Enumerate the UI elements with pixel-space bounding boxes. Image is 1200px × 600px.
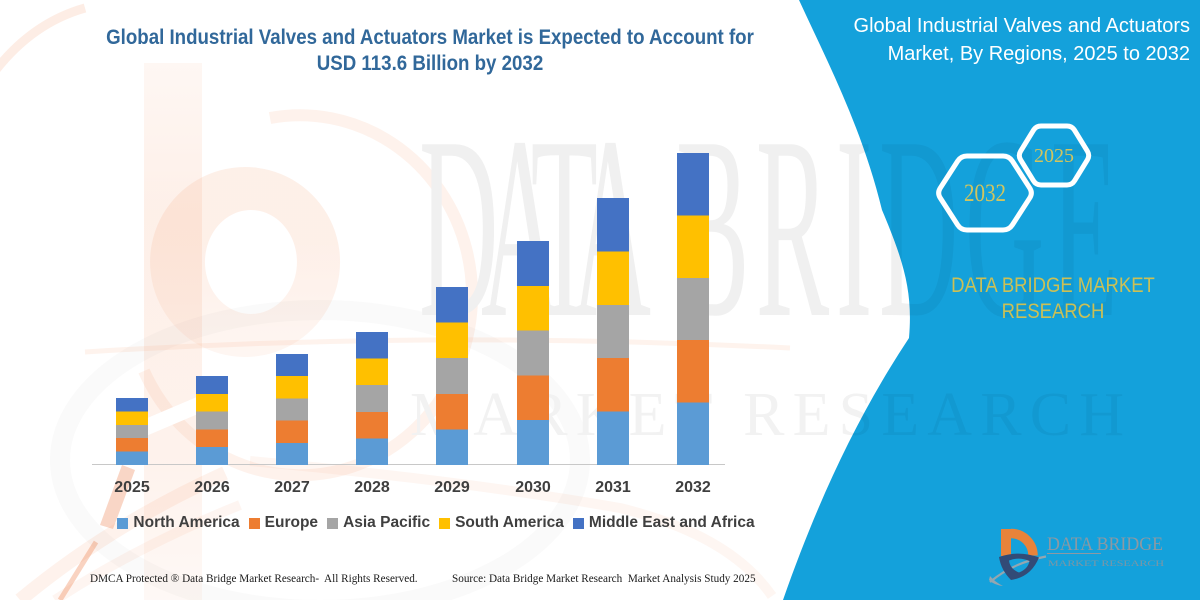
svg-text:MARKET RESEARCH: MARKET RESEARCH <box>1048 559 1164 568</box>
svg-text:2025: 2025 <box>1034 145 1074 167</box>
svg-text:DATA BRIDGE: DATA BRIDGE <box>1047 534 1163 555</box>
svg-text:2032: 2032 <box>964 180 1006 207</box>
